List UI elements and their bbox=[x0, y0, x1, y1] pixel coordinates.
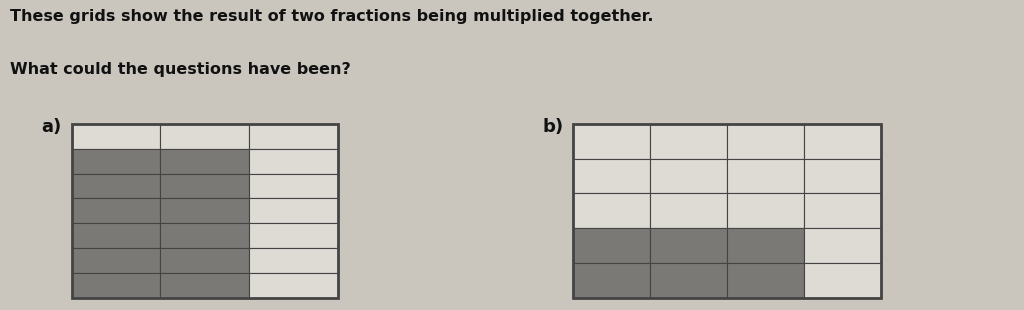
Bar bbox=[804, 263, 881, 298]
Bar bbox=[72, 273, 161, 298]
Bar bbox=[727, 124, 804, 159]
Bar bbox=[72, 124, 338, 298]
Bar bbox=[249, 198, 338, 223]
Text: These grids show the result of two fractions being multiplied together.: These grids show the result of two fract… bbox=[10, 9, 653, 24]
Bar bbox=[249, 124, 338, 149]
Bar bbox=[727, 263, 804, 298]
Bar bbox=[72, 198, 161, 223]
Bar bbox=[72, 174, 161, 198]
Bar bbox=[727, 159, 804, 193]
Bar bbox=[650, 159, 727, 193]
Bar bbox=[161, 223, 249, 248]
Bar bbox=[804, 193, 881, 228]
Text: b): b) bbox=[543, 118, 564, 136]
Bar bbox=[72, 248, 161, 273]
Bar bbox=[804, 159, 881, 193]
Bar bbox=[249, 273, 338, 298]
Bar bbox=[72, 124, 161, 149]
Bar bbox=[161, 174, 249, 198]
Bar bbox=[727, 193, 804, 228]
Bar bbox=[573, 124, 650, 159]
Bar bbox=[573, 124, 881, 298]
Bar bbox=[650, 193, 727, 228]
Bar bbox=[72, 149, 161, 174]
Bar bbox=[573, 159, 650, 193]
Bar bbox=[650, 228, 727, 263]
Bar bbox=[573, 263, 650, 298]
Text: a): a) bbox=[41, 118, 61, 136]
Bar bbox=[573, 193, 650, 228]
Bar bbox=[72, 223, 161, 248]
Bar bbox=[161, 149, 249, 174]
Bar bbox=[804, 228, 881, 263]
Bar bbox=[650, 263, 727, 298]
Bar bbox=[161, 124, 249, 149]
Bar bbox=[249, 149, 338, 174]
Bar bbox=[249, 174, 338, 198]
Bar bbox=[727, 228, 804, 263]
Bar bbox=[650, 124, 727, 159]
Bar bbox=[249, 223, 338, 248]
Bar bbox=[161, 248, 249, 273]
Bar bbox=[573, 228, 650, 263]
Bar bbox=[161, 273, 249, 298]
Bar bbox=[249, 248, 338, 273]
Bar bbox=[161, 198, 249, 223]
Bar bbox=[804, 124, 881, 159]
Text: What could the questions have been?: What could the questions have been? bbox=[10, 62, 351, 77]
